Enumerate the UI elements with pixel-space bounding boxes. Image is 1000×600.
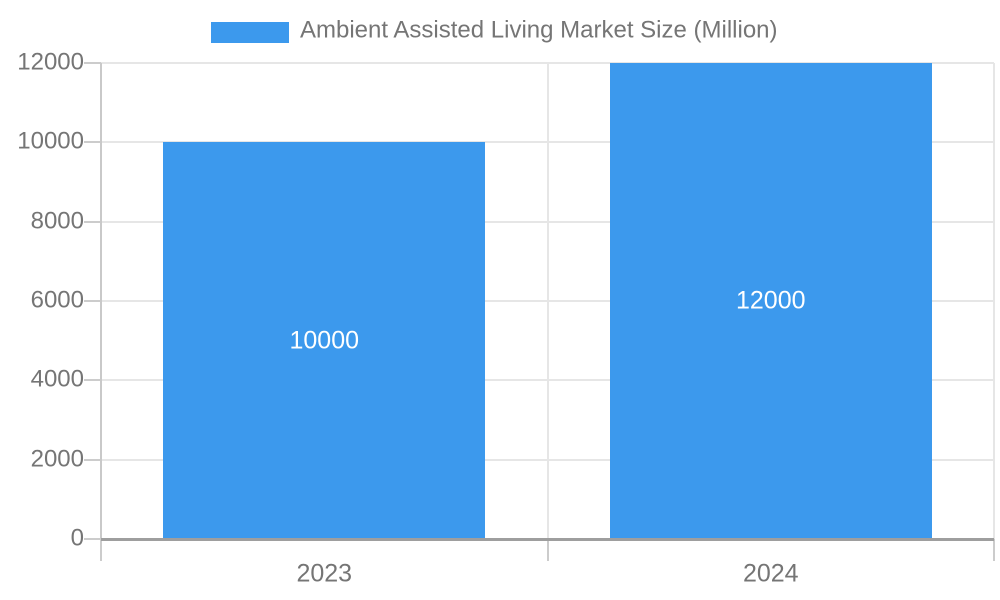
y-axis-tick [84,538,101,540]
x-axis-tick [100,539,102,561]
y-axis-tick [84,300,101,302]
x-axis-baseline [101,537,994,541]
category-separator-line [546,63,549,539]
y-axis-line [100,63,102,539]
x-axis-label: 2023 [296,559,353,588]
category-separator-line [993,63,995,539]
y-axis-label: 0 [70,524,84,552]
bar-2024[interactable] [609,63,932,539]
y-axis-label: 8000 [30,207,84,235]
y-axis-label: 6000 [30,286,84,314]
legend-label: Ambient Assisted Living Market Size (Mil… [300,16,778,44]
y-axis-tick [84,62,101,64]
bar-value-label: 10000 [289,326,360,355]
x-axis-tick [993,539,995,561]
legend-swatch [211,22,289,43]
y-axis-tick [84,379,101,382]
x-axis-label: 2024 [742,559,799,588]
y-axis-label: 2000 [30,445,84,473]
y-axis-label: 10000 [17,127,84,155]
y-axis-label: 12000 [17,48,84,76]
y-axis-tick [84,141,101,144]
bar-2023[interactable] [163,142,486,539]
x-axis-tick [546,539,549,561]
y-axis-tick [84,220,101,223]
bar-value-label: 12000 [735,286,806,315]
y-axis-tick [84,458,101,461]
y-axis-label: 4000 [30,365,84,393]
